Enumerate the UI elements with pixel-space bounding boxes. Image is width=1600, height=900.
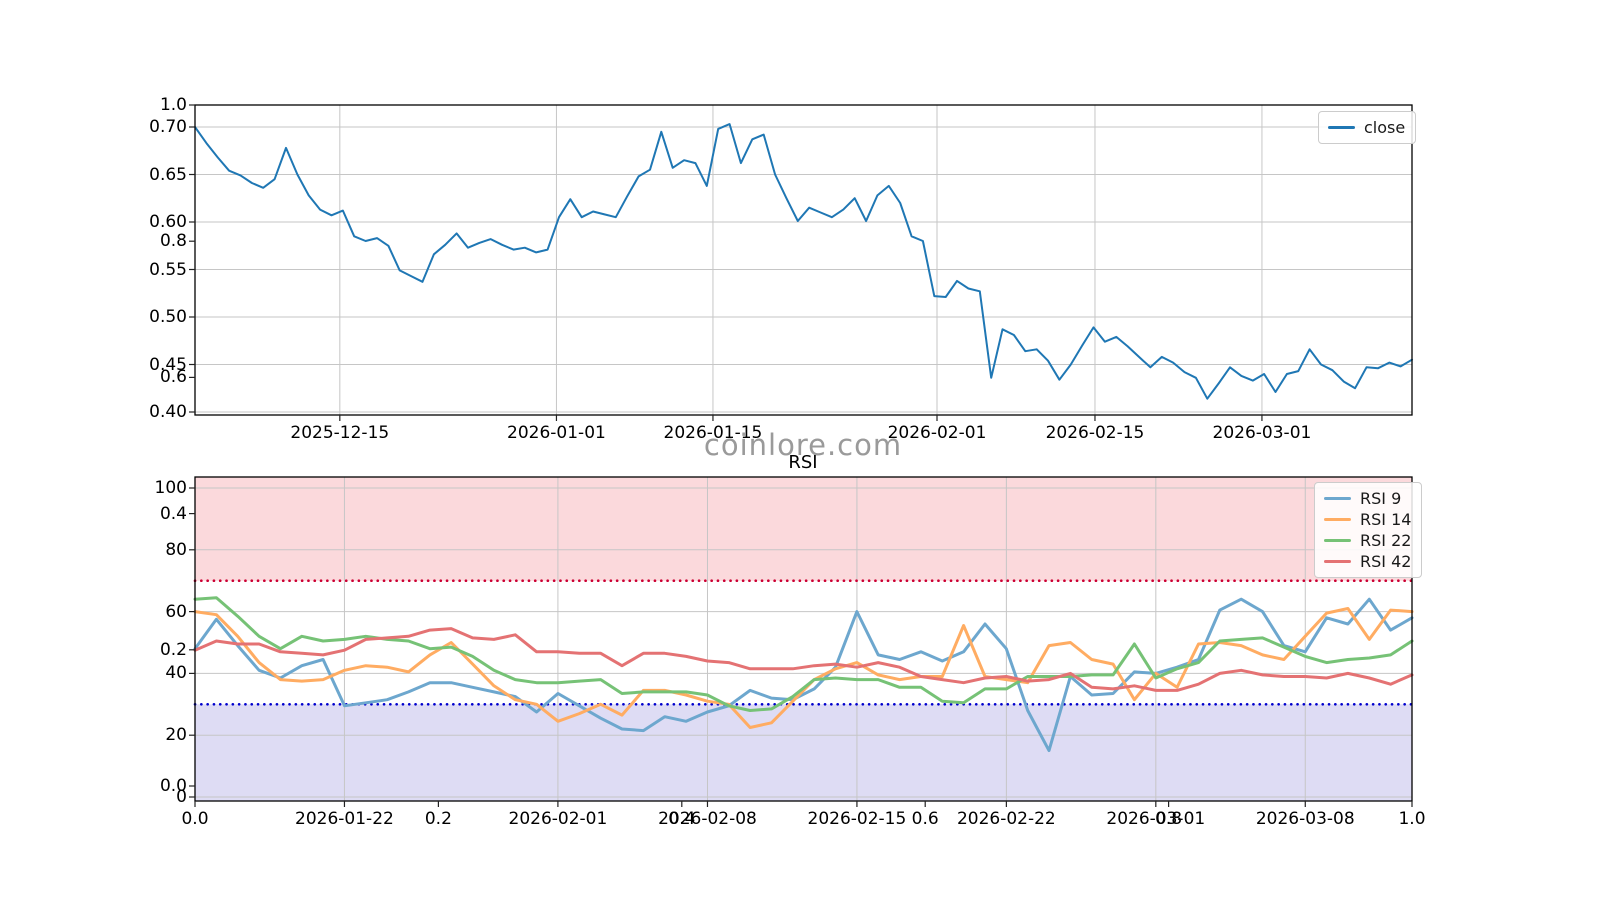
price-y-tick-label: 0.45 xyxy=(149,354,187,375)
legend-line-sample xyxy=(1324,539,1351,542)
rsi-y-tick-label: 0 xyxy=(176,787,187,807)
legend-label: close xyxy=(1364,118,1406,137)
legend-label: RSI 9 xyxy=(1360,489,1402,508)
rsi-42-line xyxy=(193,627,1414,692)
rsi-x-tick-label: 2026-02-08 xyxy=(658,809,757,829)
rsi-axes-border xyxy=(194,476,1413,802)
overlay-y-tick-label: 0.8 xyxy=(159,231,187,252)
overlay-y-tick-label: 0.4 xyxy=(159,503,187,524)
rsi-y-tick-label: 20 xyxy=(165,725,187,746)
legend-line-sample xyxy=(1324,518,1351,521)
legend-row: RSI 14 xyxy=(1324,509,1411,530)
overlay-y-tick-label: 0.6 xyxy=(159,367,187,388)
rsi-14-line xyxy=(193,607,1414,729)
rsi-x-tick-label: 2026-02-15 xyxy=(807,809,907,829)
overlay-x-tick-label: 0.6 xyxy=(911,809,939,829)
legend-label: RSI 14 xyxy=(1360,510,1412,529)
rsi-x-tick-label: 2026-03-01 xyxy=(1106,809,1206,829)
overlay-y-tick-label: 0.2 xyxy=(159,639,187,660)
price-x-tick-label: 2026-01-15 xyxy=(663,423,763,443)
overlay-x-tick-label: 0.0 xyxy=(181,809,209,829)
rsi-x-tick-label: 2026-03-08 xyxy=(1255,809,1355,829)
overlay-y-tick-label: 1.0 xyxy=(159,95,187,115)
watermark: coinlore.com xyxy=(703,428,903,462)
price-y-tick-label: 0.40 xyxy=(149,402,187,422)
rsi-overbought-band xyxy=(195,477,1412,581)
rsi-legend: RSI 9 RSI 14 RSI 22 RSI 42 xyxy=(1314,482,1423,578)
legend-row: RSI 22 xyxy=(1324,530,1411,551)
legend-line-sample xyxy=(1328,126,1355,129)
overlay-y-tick-label: 0.0 xyxy=(159,776,187,796)
price-x-tick-label: 2026-02-15 xyxy=(1045,423,1145,443)
price-y-tick-label: 0.65 xyxy=(149,164,187,185)
overlay-x-tick-label: 0.4 xyxy=(668,809,696,829)
overlay-x-tick-label: 0.8 xyxy=(1155,809,1183,829)
legend-row: RSI 9 xyxy=(1324,488,1411,509)
rsi-chart-title: RSI xyxy=(788,452,818,473)
rsi-y-tick-label: 40 xyxy=(165,663,187,684)
price-x-tick-label: 2026-02-01 xyxy=(887,423,987,443)
rsi-9-line xyxy=(193,597,1414,753)
legend-row: close xyxy=(1328,117,1405,138)
overlay-x-tick-label: 1.0 xyxy=(1398,809,1426,829)
price-x-tick-label: 2026-03-01 xyxy=(1212,423,1312,443)
price-y-tick-label: 0.55 xyxy=(149,259,187,280)
legend-row: RSI 42 xyxy=(1324,551,1411,572)
price-y-tick-label: 0.60 xyxy=(149,212,187,232)
rsi-22-line xyxy=(193,596,1414,712)
legend-line-sample xyxy=(1324,560,1351,563)
close-line xyxy=(194,123,1413,400)
rsi-y-tick-label: 80 xyxy=(165,539,187,560)
legend-label: RSI 42 xyxy=(1360,552,1412,571)
price-y-tick-label: 0.70 xyxy=(149,117,187,137)
price-axes-border xyxy=(194,104,1413,416)
legend-label: RSI 22 xyxy=(1360,531,1412,550)
price-legend: close xyxy=(1318,111,1417,144)
price-y-tick-label: 0.50 xyxy=(149,307,187,327)
price-x-tick-label: 2026-01-01 xyxy=(507,423,606,443)
rsi-oversold-band xyxy=(195,704,1412,801)
rsi-x-tick-label: 2026-02-22 xyxy=(956,809,1056,829)
rsi-x-tick-label: 2026-01-22 xyxy=(295,809,394,829)
rsi-y-tick-label: 100 xyxy=(154,478,187,498)
legend-line-sample xyxy=(1324,497,1351,500)
rsi-x-tick-label: 2026-02-01 xyxy=(508,809,608,829)
price-x-tick-label: 2025-12-15 xyxy=(290,423,390,443)
overlay-x-tick-label: 0.2 xyxy=(424,809,452,829)
rsi-y-tick-label: 60 xyxy=(165,601,187,622)
